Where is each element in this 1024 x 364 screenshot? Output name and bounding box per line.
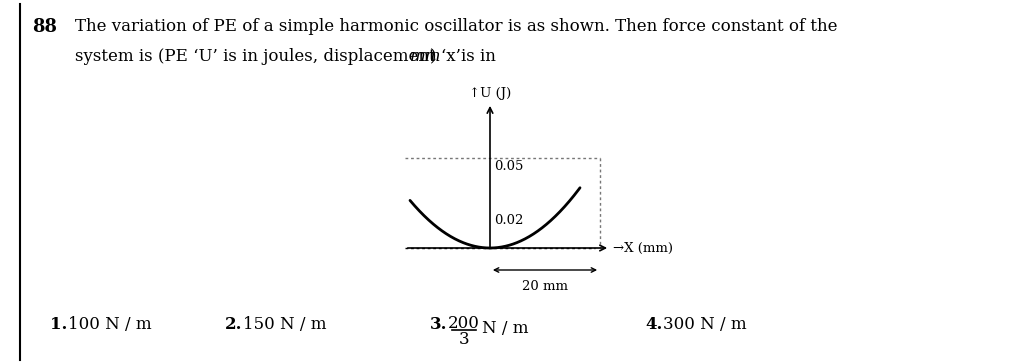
- Text: 3: 3: [459, 331, 469, 348]
- Text: 200: 200: [449, 315, 480, 332]
- Text: system is (PE ‘U’ is in joules, displacement ‘x’is in: system is (PE ‘U’ is in joules, displace…: [75, 48, 501, 65]
- Text: N / m: N / m: [482, 320, 528, 337]
- Text: ↑U (J): ↑U (J): [469, 87, 511, 100]
- Text: The variation of PE of a simple harmonic oscillator is as shown. Then force cons: The variation of PE of a simple harmonic…: [75, 18, 838, 35]
- Text: 300 N / m: 300 N / m: [663, 316, 746, 333]
- Text: 2.: 2.: [225, 316, 243, 333]
- Text: 1.: 1.: [50, 316, 68, 333]
- Text: 4.: 4.: [645, 316, 663, 333]
- Text: 20 mm: 20 mm: [522, 280, 568, 293]
- Text: 0.05: 0.05: [494, 160, 523, 173]
- Text: 88: 88: [32, 18, 57, 36]
- Text: 100 N / m: 100 N / m: [68, 316, 152, 333]
- Text: →X (mm): →X (mm): [613, 241, 673, 254]
- Text: 150 N / m: 150 N / m: [243, 316, 327, 333]
- Text: 0.02: 0.02: [494, 214, 523, 227]
- Text: ): ): [430, 48, 436, 65]
- Text: mm: mm: [410, 48, 441, 65]
- Text: 3.: 3.: [430, 316, 447, 333]
